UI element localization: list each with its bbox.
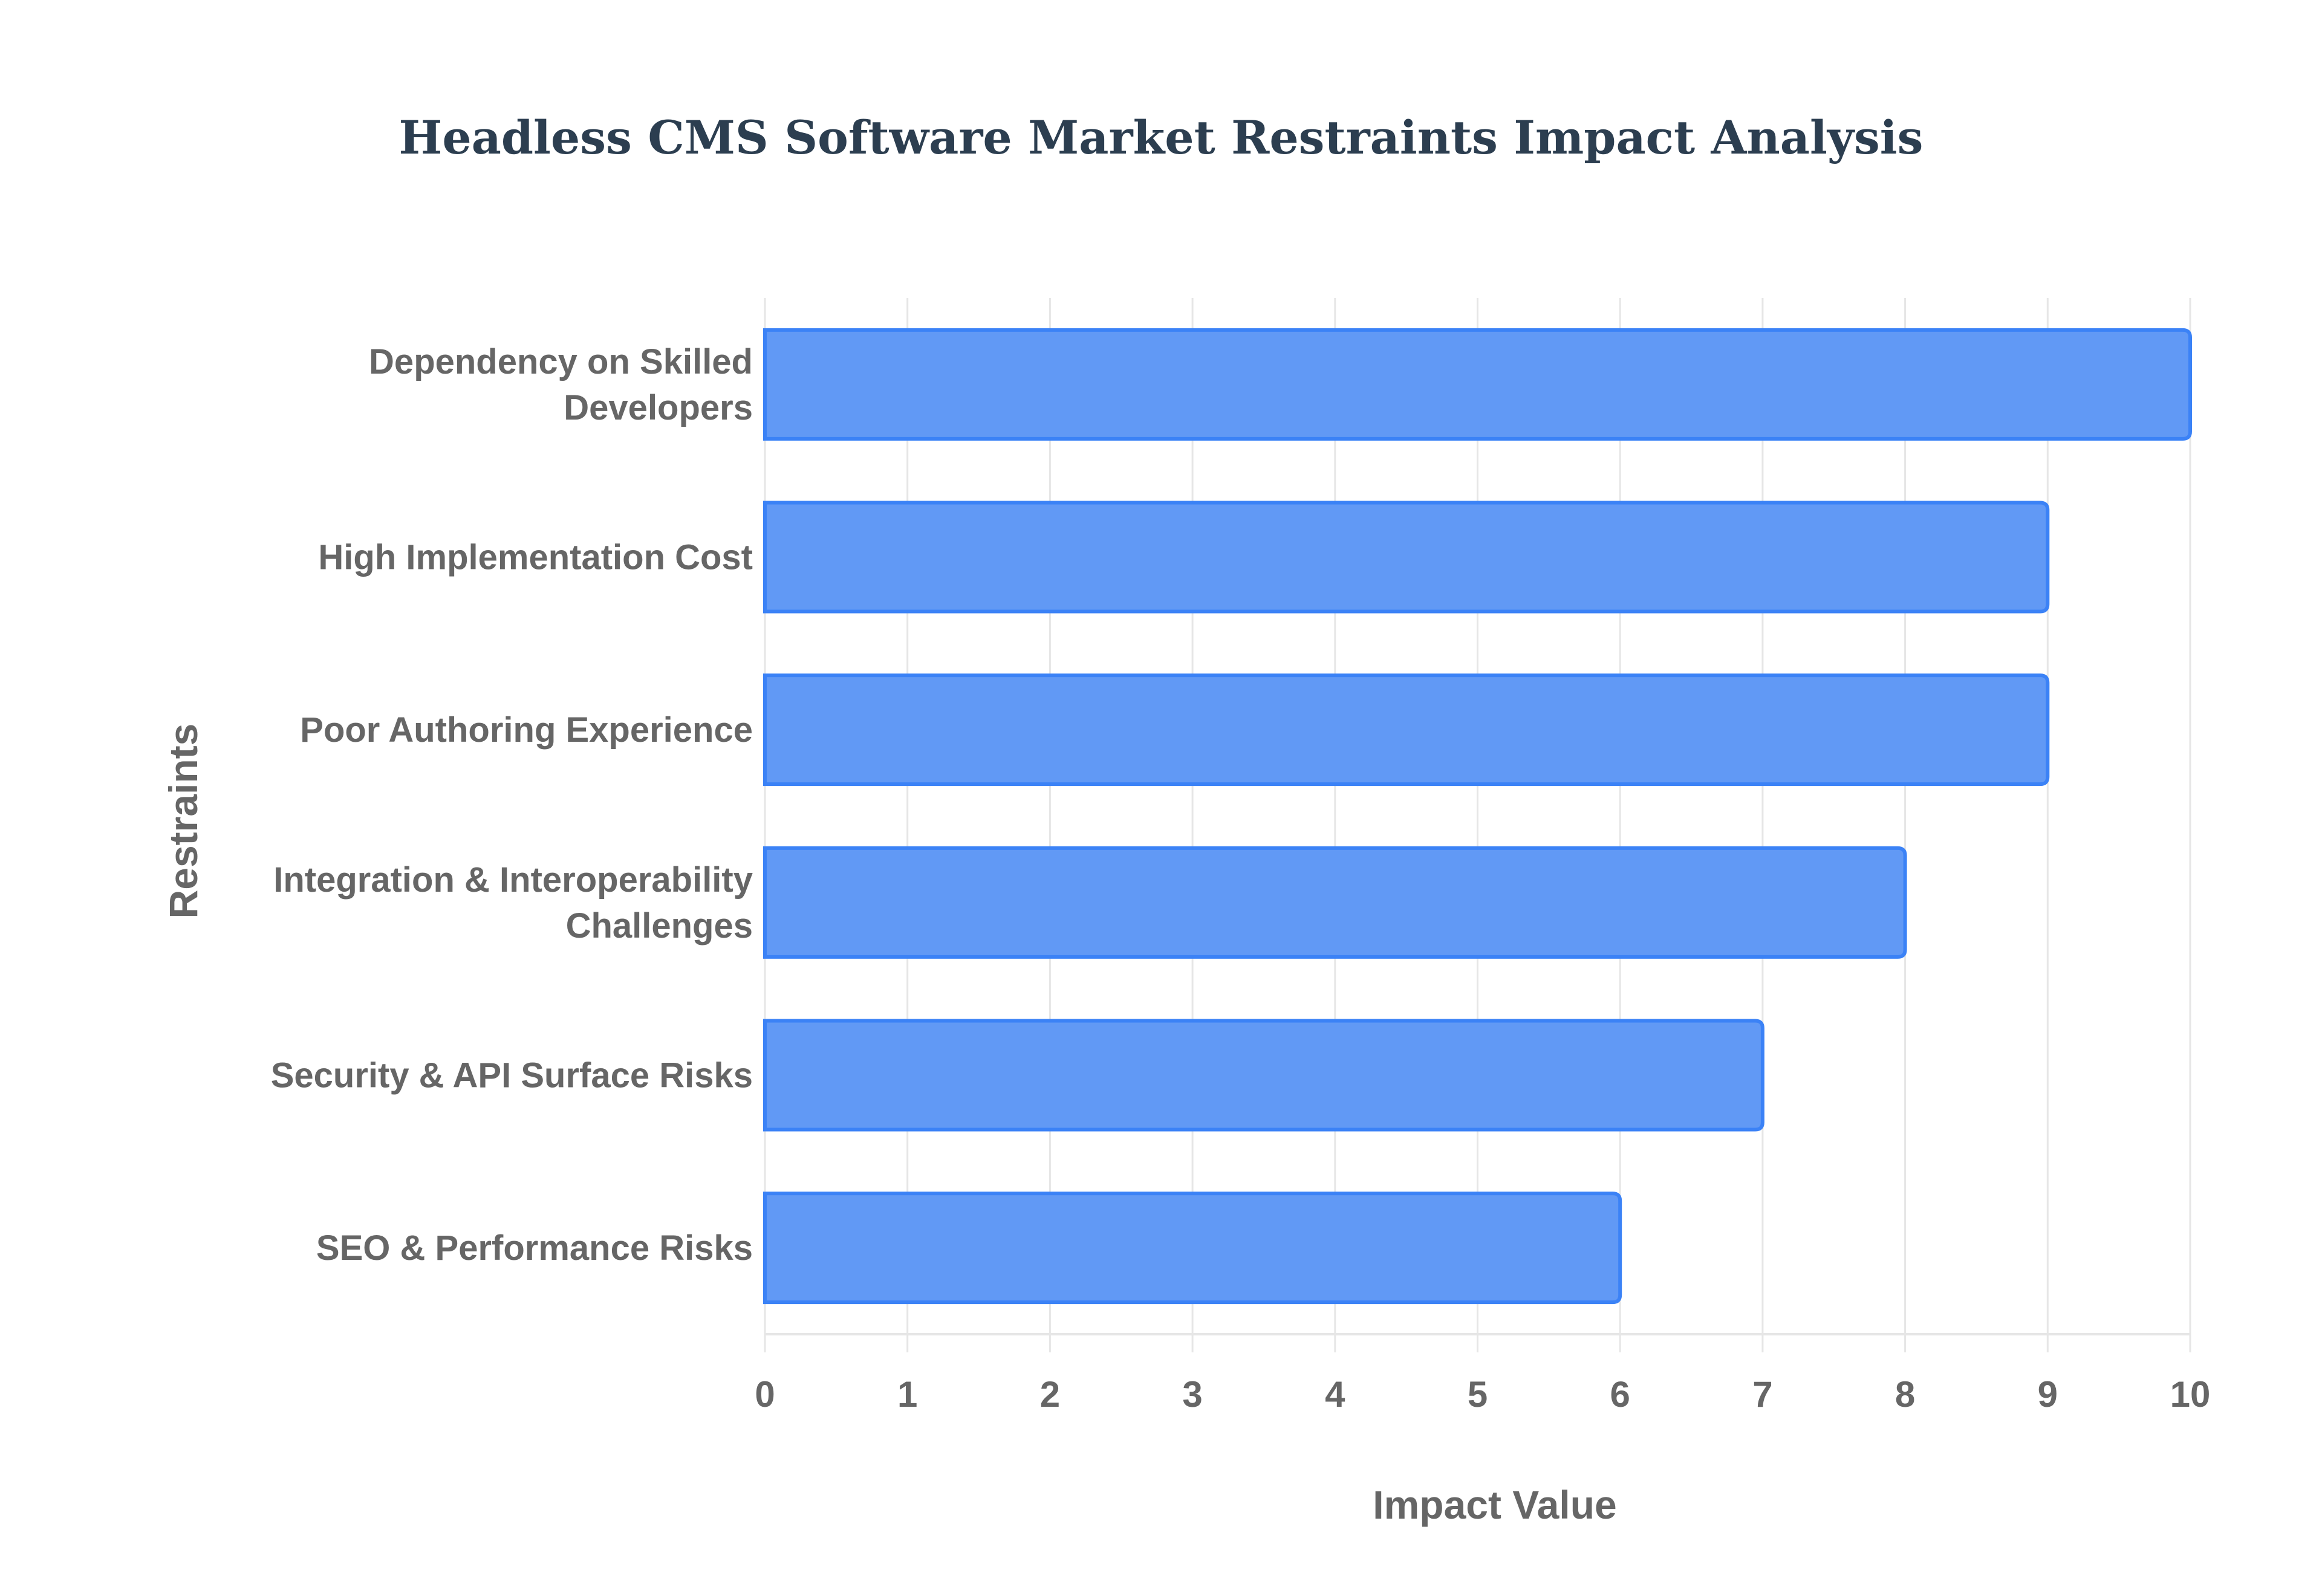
bar[interactable] (763, 846, 1907, 959)
bar[interactable] (763, 1192, 1622, 1305)
x-tick-label: 7 (1752, 1374, 1772, 1415)
x-tick-label: 8 (1895, 1374, 1915, 1415)
x-tick-label: 4 (1325, 1374, 1345, 1415)
y-tick-label: High Implementation Cost (318, 538, 753, 577)
chart-title: Headless CMS Software Market Restraints … (399, 111, 1924, 164)
y-tick-label: Dependency on Skilled (369, 342, 753, 381)
x-tick-label: 9 (2038, 1374, 2058, 1415)
x-tick-label: 0 (755, 1374, 775, 1415)
y-axis-labels: Dependency on Skilled Developers High Impl… (271, 342, 753, 1268)
y-tick-label: SEO & Performance Risks (316, 1228, 753, 1268)
x-axis-title: Impact Value (1373, 1482, 1617, 1527)
y-tick-label: Challenges (566, 906, 753, 946)
bar[interactable] (763, 328, 2192, 441)
y-tick-label: Developers (564, 388, 753, 427)
x-tick-label: 3 (1182, 1374, 1202, 1415)
bar[interactable] (763, 1019, 1764, 1132)
x-tick-label: 5 (1468, 1374, 1488, 1415)
y-tick-label: Security & API Surface Risks (271, 1056, 753, 1095)
x-tick-label: 1 (897, 1374, 917, 1415)
x-tick-label: 10 (2170, 1374, 2211, 1415)
bar[interactable] (763, 673, 2050, 787)
bar[interactable] (763, 501, 2050, 614)
y-tick-label: Integration & Interoperability (273, 860, 753, 900)
x-tick-label: 2 (1040, 1374, 1060, 1415)
bars (763, 328, 2192, 1305)
x-axis-ticks: 0 1 2 3 4 5 6 7 8 9 10 (755, 1374, 2210, 1415)
x-tick-label: 6 (1610, 1374, 1630, 1415)
y-tick-label: Poor Authoring Experience (300, 710, 753, 750)
y-axis-title: Restraints (161, 724, 206, 919)
grid-lines (764, 298, 2191, 1352)
